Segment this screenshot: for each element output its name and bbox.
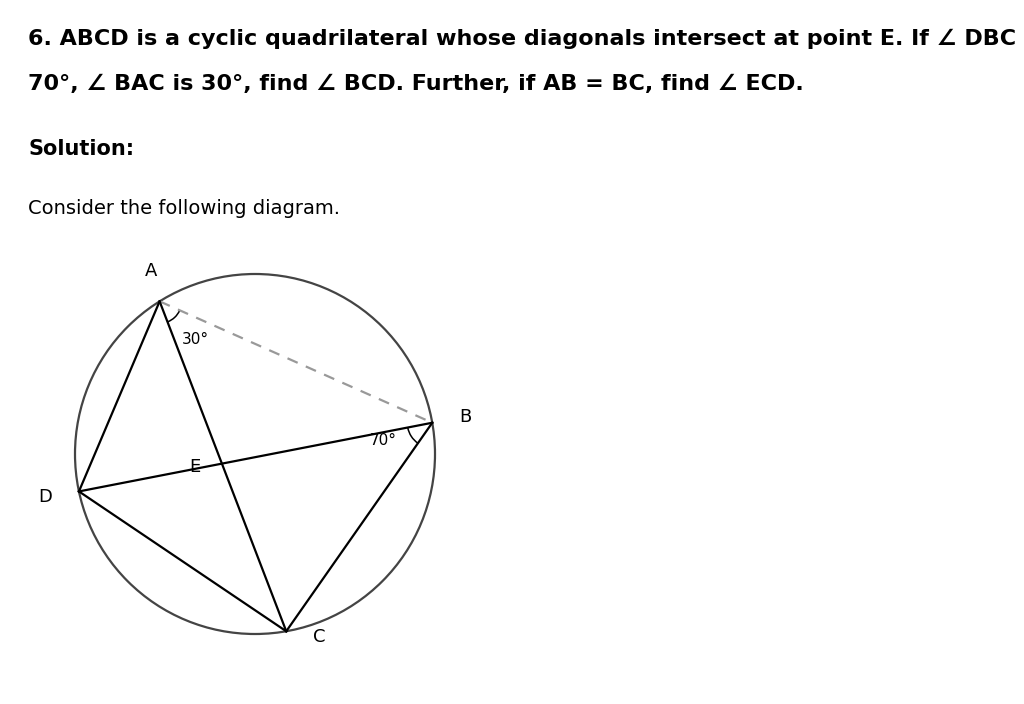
Text: 70°: 70° (370, 433, 397, 448)
Text: Solution:: Solution: (28, 139, 134, 159)
Text: C: C (313, 628, 326, 646)
Text: B: B (460, 408, 471, 427)
Text: E: E (189, 458, 201, 476)
Text: Consider the following diagram.: Consider the following diagram. (28, 199, 340, 218)
Text: 30°: 30° (182, 332, 209, 346)
Text: D: D (38, 488, 52, 506)
Text: A: A (144, 262, 157, 279)
Text: 6. ABCD is a cyclic quadrilateral whose diagonals intersect at point E. If ∠ DBC: 6. ABCD is a cyclic quadrilateral whose … (28, 29, 1024, 49)
Text: 70°, ∠ BAC is 30°, find ∠ BCD. Further, if AB = BC, find ∠ ECD.: 70°, ∠ BAC is 30°, find ∠ BCD. Further, … (28, 74, 804, 94)
